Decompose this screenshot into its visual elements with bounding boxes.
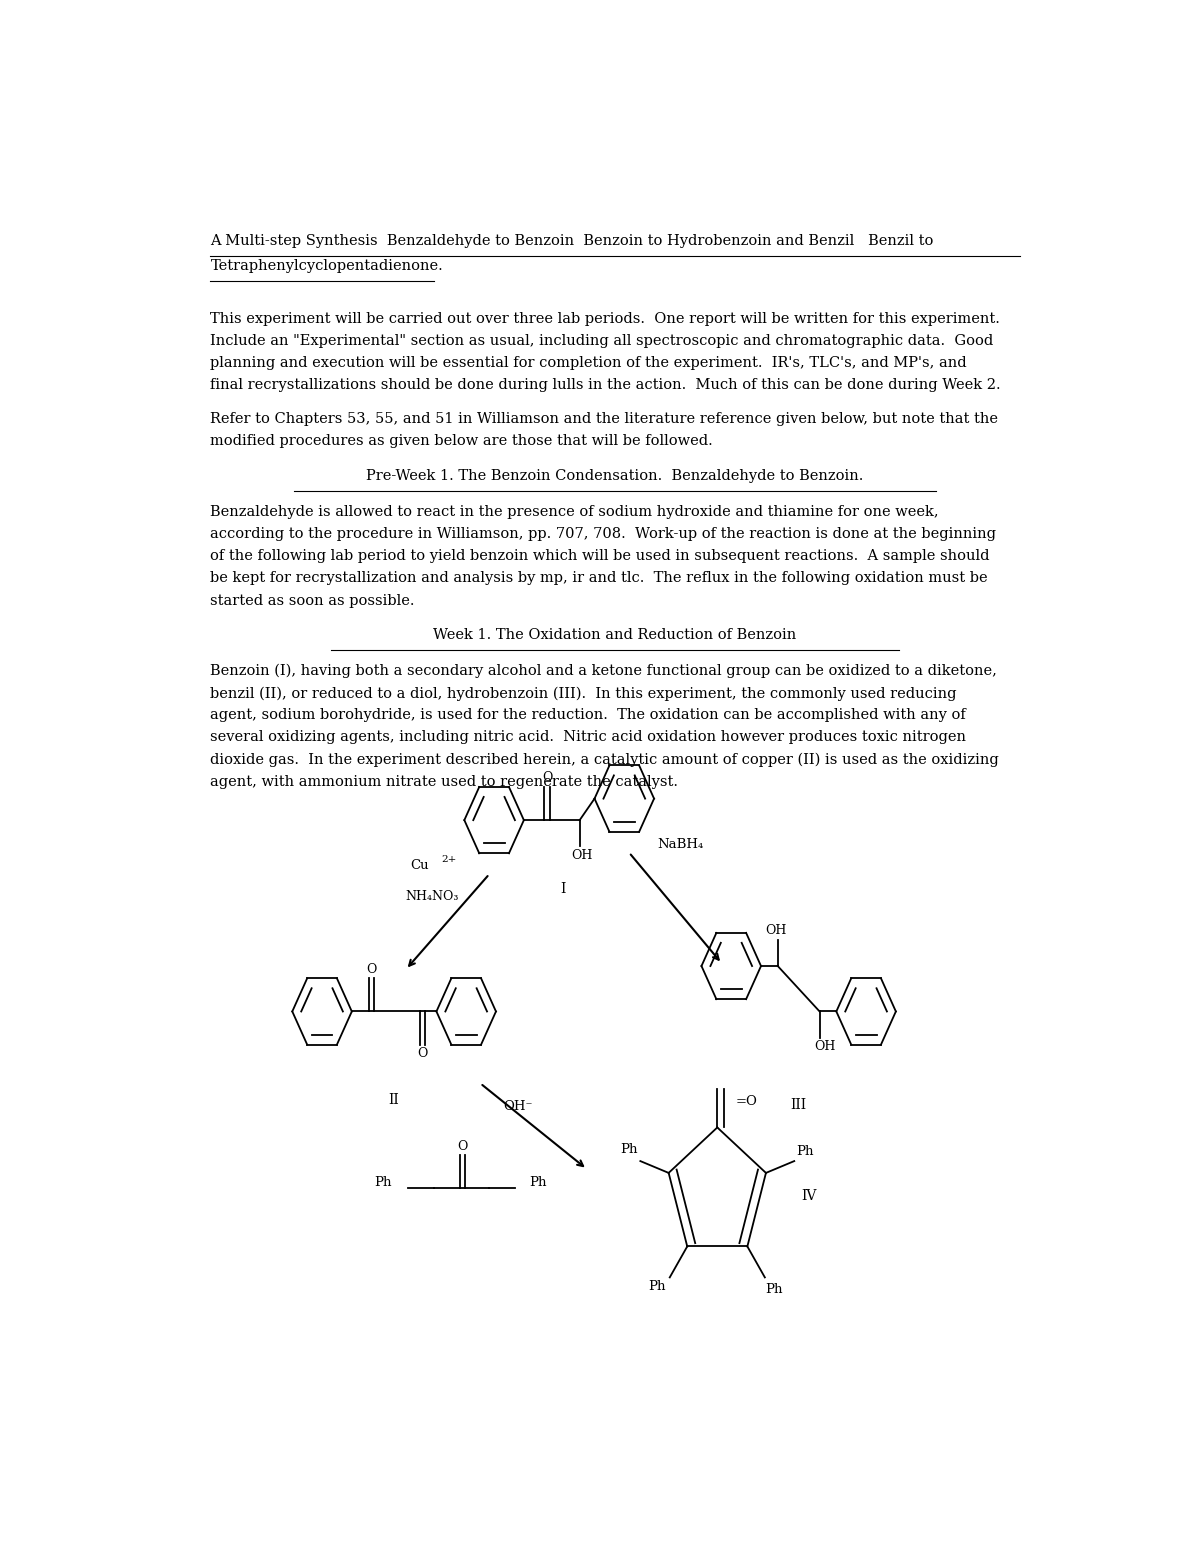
Text: Ph: Ph bbox=[766, 1283, 782, 1295]
Text: A Multi-step Synthesis  Benzaldehyde to Benzoin  Benzoin to Hydrobenzoin and Ben: A Multi-step Synthesis Benzaldehyde to B… bbox=[210, 235, 934, 248]
Text: II: II bbox=[389, 1093, 400, 1107]
Text: of the following lab period to yield benzoin which will be used in subsequent re: of the following lab period to yield ben… bbox=[210, 550, 990, 564]
Text: several oxidizing agents, including nitric acid.  Nitric acid oxidation however : several oxidizing agents, including nitr… bbox=[210, 730, 966, 744]
Text: Include an "Experimental" section as usual, including all spectroscopic and chro: Include an "Experimental" section as usu… bbox=[210, 334, 994, 348]
Text: Benzaldehyde is allowed to react in the presence of sodium hydroxide and thiamin: Benzaldehyde is allowed to react in the … bbox=[210, 505, 940, 519]
Text: III: III bbox=[791, 1098, 806, 1112]
Text: OH: OH bbox=[766, 924, 786, 938]
Text: O: O bbox=[366, 963, 377, 975]
Text: Tetraphenylcyclopentadienone.: Tetraphenylcyclopentadienone. bbox=[210, 259, 443, 273]
Text: O: O bbox=[542, 772, 552, 784]
Text: OH⁻: OH⁻ bbox=[504, 1100, 533, 1112]
Text: I: I bbox=[560, 882, 565, 896]
Text: dioxide gas.  In the experiment described herein, a catalytic amount of copper (: dioxide gas. In the experiment described… bbox=[210, 753, 1000, 767]
Text: NH₄NO₃: NH₄NO₃ bbox=[406, 890, 460, 904]
Text: Benzoin (I), having both a secondary alcohol and a ketone functional group can b: Benzoin (I), having both a secondary alc… bbox=[210, 665, 997, 679]
Text: Ph: Ph bbox=[797, 1145, 814, 1159]
Text: Ph: Ph bbox=[373, 1176, 391, 1190]
Text: Ph: Ph bbox=[648, 1281, 666, 1294]
Text: O: O bbox=[457, 1140, 468, 1152]
Text: benzil (II), or reduced to a diol, hydrobenzoin (III).  In this experiment, the : benzil (II), or reduced to a diol, hydro… bbox=[210, 686, 956, 700]
Text: Cu: Cu bbox=[410, 859, 430, 873]
Text: Refer to Chapters 53, 55, and 51 in Williamson and the literature reference give: Refer to Chapters 53, 55, and 51 in Will… bbox=[210, 413, 998, 427]
Text: O: O bbox=[418, 1047, 427, 1061]
Text: IV: IV bbox=[802, 1188, 816, 1202]
Text: 2+: 2+ bbox=[442, 856, 456, 865]
Text: planning and execution will be essential for completion of the experiment.  IR's: planning and execution will be essential… bbox=[210, 356, 967, 370]
Text: Ph: Ph bbox=[620, 1143, 638, 1155]
Text: according to the procedure in Williamson, pp. 707, 708.  Work-up of the reaction: according to the procedure in Williamson… bbox=[210, 526, 996, 540]
Text: Week 1. The Oxidation and Reduction of Benzoin: Week 1. The Oxidation and Reduction of B… bbox=[433, 627, 797, 641]
Text: Ph: Ph bbox=[529, 1176, 546, 1190]
Text: be kept for recrystallization and analysis by mp, ir and tlc.  The reflux in the: be kept for recrystallization and analys… bbox=[210, 572, 988, 585]
Text: agent, with ammonium nitrate used to regenerate the catalyst.: agent, with ammonium nitrate used to reg… bbox=[210, 775, 678, 789]
Text: OH: OH bbox=[815, 1041, 836, 1053]
Text: agent, sodium borohydride, is used for the reduction.  The oxidation can be acco: agent, sodium borohydride, is used for t… bbox=[210, 708, 966, 722]
Text: OH: OH bbox=[571, 849, 593, 862]
Text: Pre-Week 1. The Benzoin Condensation.  Benzaldehyde to Benzoin.: Pre-Week 1. The Benzoin Condensation. Be… bbox=[366, 469, 864, 483]
Text: final recrystallizations should be done during lulls in the action.  Much of thi: final recrystallizations should be done … bbox=[210, 379, 1001, 393]
Text: This experiment will be carried out over three lab periods.  One report will be : This experiment will be carried out over… bbox=[210, 312, 1001, 326]
Text: modified procedures as given below are those that will be followed.: modified procedures as given below are t… bbox=[210, 435, 713, 449]
Text: =O: =O bbox=[736, 1095, 757, 1107]
Text: started as soon as possible.: started as soon as possible. bbox=[210, 593, 415, 607]
Text: NaBH₄: NaBH₄ bbox=[656, 837, 703, 851]
